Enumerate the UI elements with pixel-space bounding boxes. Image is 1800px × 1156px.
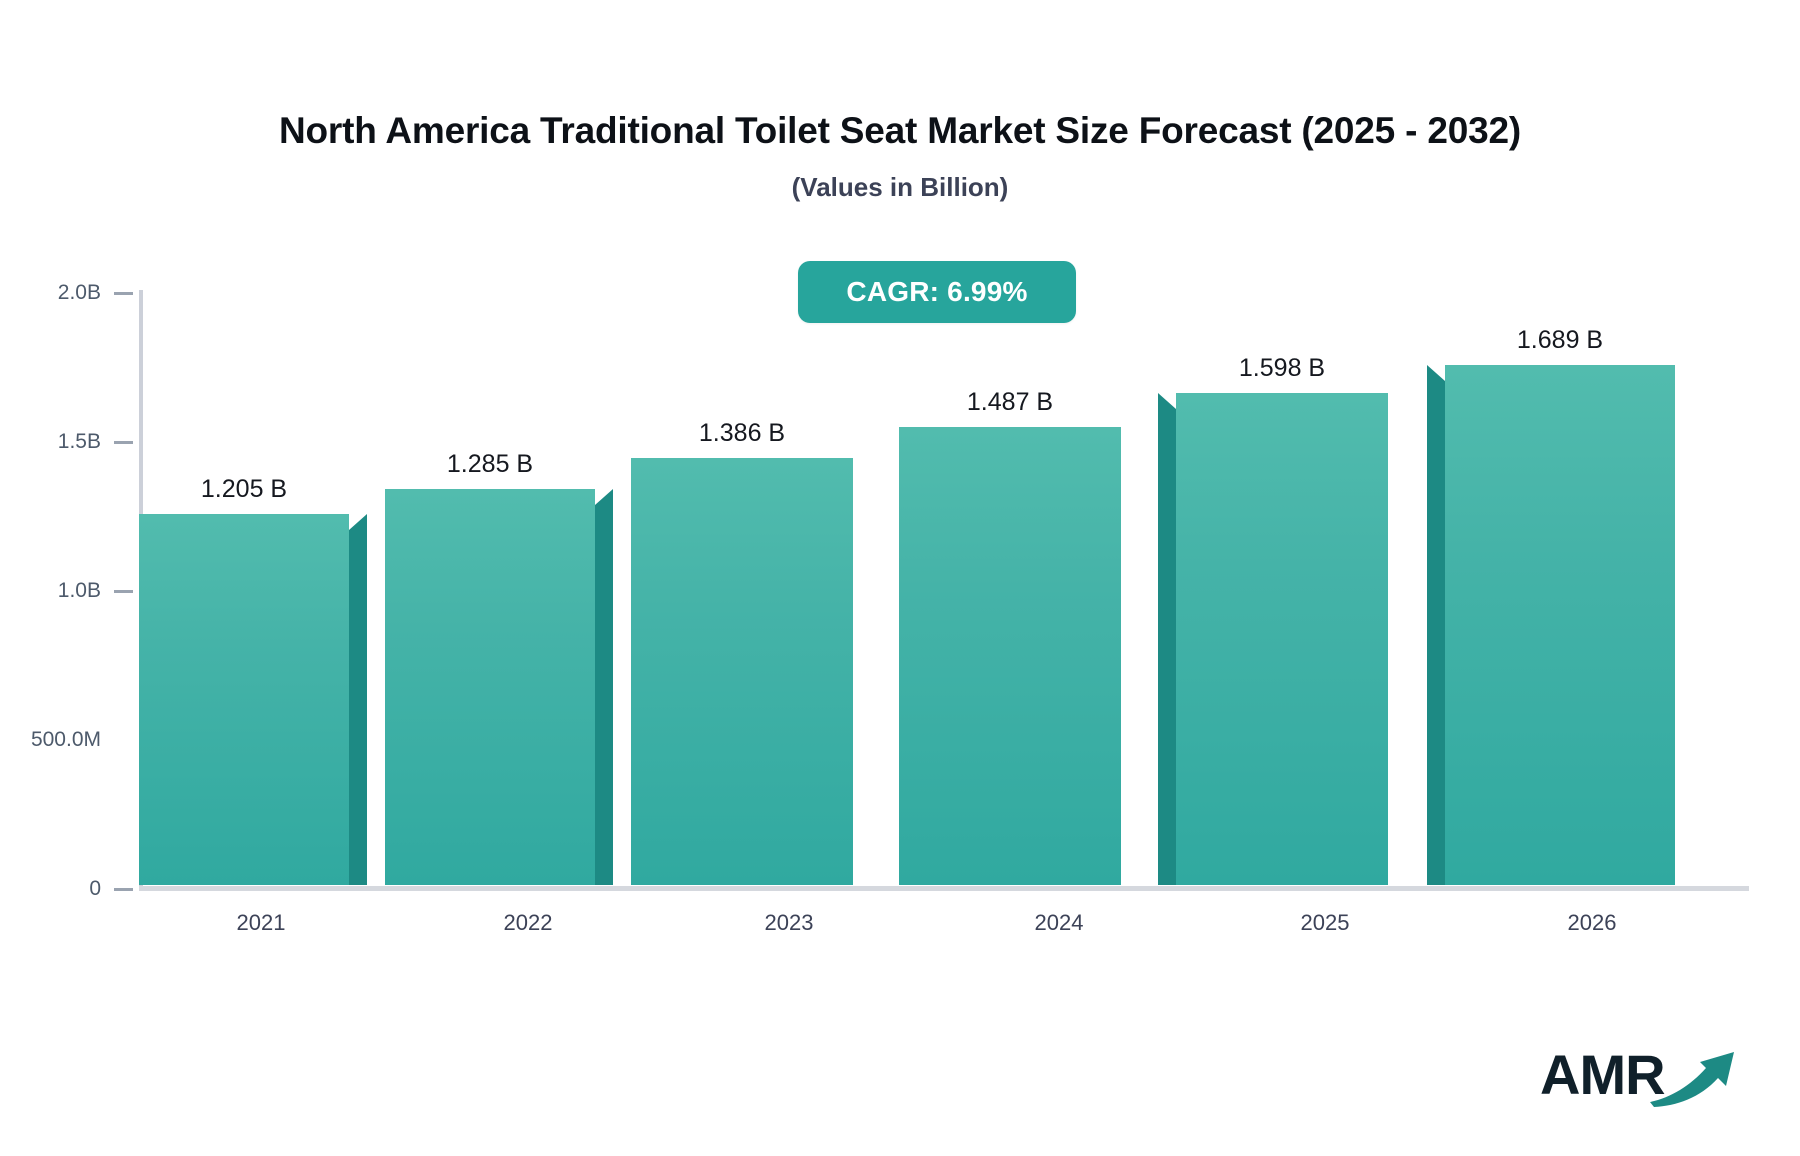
growth-arrow-icon: [1650, 1052, 1734, 1107]
y-axis-ticks: 2.0B 1.5B 1.0B 500.0M 0: [0, 281, 133, 900]
y-tick-label: 1.5B: [57, 430, 101, 453]
y-tick-label: 2.0B: [57, 281, 101, 304]
x-tick-label-2025: 2025: [1300, 910, 1350, 935]
bar-face: [139, 514, 349, 885]
cagr-badge: CAGR: 6.99%: [798, 261, 1076, 323]
bar-side-shadow: [349, 530, 367, 885]
x-tick-label-2024: 2024: [1034, 910, 1084, 935]
bar-value-label: 1.598 B: [1238, 354, 1326, 382]
bar-2021[interactable]: 1.205 B: [139, 475, 367, 885]
bar-value-label: 1.285 B: [446, 450, 534, 478]
y-tick-dash-icon: [114, 887, 133, 891]
y-tick-label: 1.0B: [57, 579, 101, 602]
y-tick-0: 0: [89, 877, 133, 901]
x-tick-label-2022: 2022: [503, 910, 553, 935]
bar-face: [1445, 365, 1675, 885]
bar-2022[interactable]: 1.285 B: [385, 450, 613, 885]
bar-2026[interactable]: 1.689 B: [1427, 326, 1675, 885]
y-tick-label: 0: [89, 877, 101, 900]
y-tick-label: 500.0M: [30, 728, 101, 751]
chart-title: North America Traditional Toilet Seat Ma…: [279, 110, 1521, 151]
bar-2025[interactable]: 1.598 B: [1158, 354, 1388, 885]
plot-area: 1.205 B 1.285 B 1.386 B 1.487 B 1.598 B: [139, 290, 1749, 891]
bar-side-bevel: [349, 514, 367, 530]
bar-side-shadow: [1427, 381, 1445, 885]
bar-value-label: 1.689 B: [1516, 326, 1604, 354]
y-tick-1-5b: 1.5B: [58, 430, 133, 454]
amr-logo-text: AMR: [1540, 1043, 1666, 1106]
bar-side-bevel: [1427, 365, 1445, 381]
bar-side-bevel: [595, 489, 613, 505]
x-tick-label-2026: 2026: [1567, 910, 1617, 935]
y-tick-dash-icon: [114, 440, 133, 444]
cagr-badge-label: CAGR: 6.99%: [846, 276, 1028, 307]
bar-side-bevel: [1158, 393, 1176, 409]
x-axis-labels: 2021 2022 2023 2024 2025 2026: [139, 910, 1749, 950]
y-tick-1-0b: 1.0B: [58, 579, 133, 603]
bar-value-label: 1.487 B: [966, 388, 1054, 416]
bar-side-shadow: [595, 505, 613, 885]
bar-2024[interactable]: 1.487 B: [899, 388, 1121, 885]
x-axis-line: [139, 886, 1749, 891]
bar-face: [899, 427, 1121, 885]
y-tick-dash-icon: [114, 291, 133, 295]
x-tick-label-2023: 2023: [764, 910, 814, 935]
bar-2023[interactable]: 1.386 B: [631, 419, 853, 885]
amr-logo: AMR: [1540, 1040, 1740, 1118]
y-tick-dash-icon: [114, 589, 133, 593]
bar-face: [1176, 393, 1388, 885]
bar-face: [385, 489, 595, 885]
bar-side-shadow: [1158, 409, 1176, 885]
bar-value-label: 1.205 B: [200, 475, 288, 503]
x-tick-label-2021: 2021: [236, 910, 286, 935]
chart-subtitle: (Values in Billion): [791, 172, 1009, 202]
bar-face: [631, 458, 853, 885]
y-tick-2-0b: 2.0B: [58, 281, 133, 305]
bar-value-label: 1.386 B: [698, 419, 786, 447]
y-tick-500m: 500.0M: [31, 728, 133, 752]
